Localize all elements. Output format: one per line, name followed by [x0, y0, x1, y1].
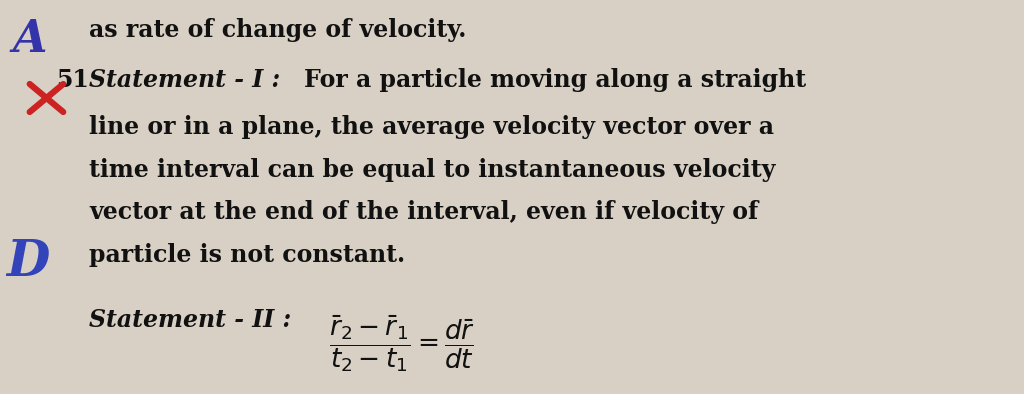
Text: line or in a plane, the average velocity vector over a: line or in a plane, the average velocity…: [89, 115, 774, 139]
Text: Statement - II :: Statement - II :: [89, 308, 292, 332]
Text: vector at the end of the interval, even if velocity of: vector at the end of the interval, even …: [89, 200, 759, 224]
Text: as rate of change of velocity.: as rate of change of velocity.: [89, 18, 467, 42]
Text: Statement - I :: Statement - I :: [89, 68, 281, 92]
Text: D: D: [6, 238, 49, 287]
Text: particle is not constant.: particle is not constant.: [89, 243, 406, 267]
Text: 51: 51: [56, 68, 89, 92]
Text: A: A: [12, 18, 47, 61]
Text: $\dfrac{\bar{r}_2 - \bar{r}_1}{t_2 - t_1} = \dfrac{d\bar{r}}{dt}$: $\dfrac{\bar{r}_2 - \bar{r}_1}{t_2 - t_1…: [329, 313, 475, 374]
Text: For a particle moving along a straight: For a particle moving along a straight: [304, 68, 806, 92]
Text: time interval can be equal to instantaneous velocity: time interval can be equal to instantane…: [89, 158, 776, 182]
